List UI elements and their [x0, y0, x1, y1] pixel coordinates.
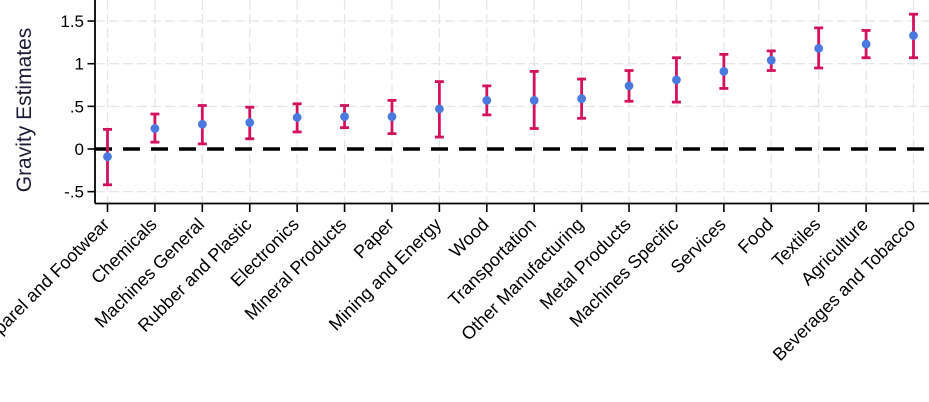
point-estimates [103, 31, 918, 162]
estimate-point [672, 75, 681, 85]
y-tick-label: -.5 [64, 183, 84, 202]
confidence-intervals [103, 12, 918, 187]
estimate-point [766, 55, 776, 65]
axes [87, 0, 929, 212]
estimate-point [103, 152, 112, 162]
estimate-point [814, 43, 824, 53]
estimate-point [482, 95, 492, 105]
estimate-point [529, 95, 539, 105]
estimate-point [150, 124, 160, 133]
estimate-point [197, 119, 207, 129]
y-tick-label: 0 [75, 140, 84, 159]
estimate-point [577, 94, 587, 104]
estimate-point [292, 113, 302, 122]
estimate-point [719, 66, 729, 76]
y-axis-title: Gravity Estimates [13, 28, 36, 193]
estimate-point [909, 31, 918, 40]
y-tick-label: 1.5 [60, 12, 84, 31]
estimate-point [245, 118, 255, 127]
estimate-point [387, 112, 397, 121]
y-axis-tick-labels: -.5 0 .5 1 1.5 [60, 12, 84, 202]
estimate-point [434, 104, 444, 114]
gridlines [95, 0, 929, 204]
y-tick-label: 1 [75, 55, 84, 74]
y-tick-label: .5 [70, 97, 84, 116]
estimate-point [340, 112, 349, 121]
estimate-point [624, 81, 634, 91]
estimate-point [861, 39, 871, 49]
x-tick-label: Food [734, 214, 777, 257]
